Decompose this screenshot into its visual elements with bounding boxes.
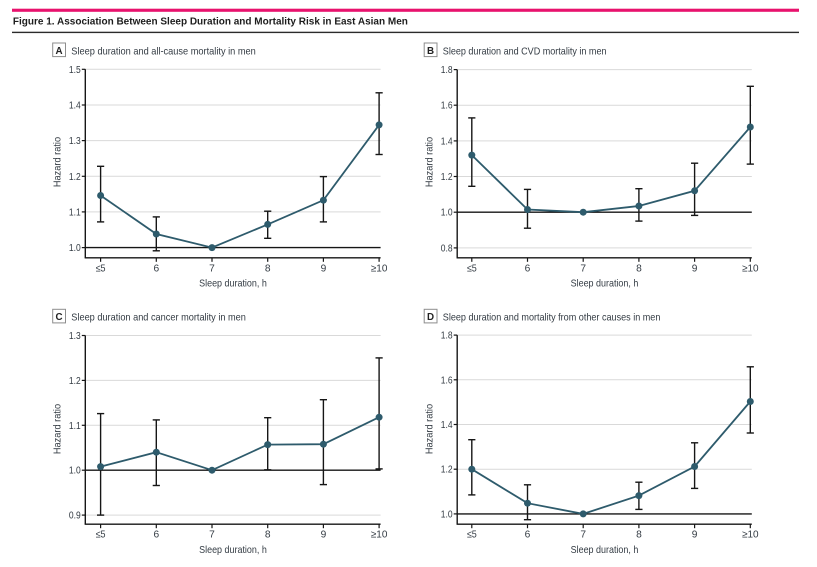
svg-text:9: 9 (692, 264, 698, 275)
svg-text:≥10: ≥10 (371, 264, 388, 275)
svg-text:Sleep duration and CVD mortali: Sleep duration and CVD mortality in men (443, 46, 607, 57)
svg-text:Hazard ratio: Hazard ratio (52, 137, 63, 188)
svg-text:1.4: 1.4 (441, 420, 453, 431)
svg-text:7: 7 (580, 264, 586, 275)
svg-text:B: B (427, 46, 434, 57)
svg-text:6: 6 (525, 530, 531, 541)
svg-text:0.8: 0.8 (441, 243, 453, 254)
svg-text:6: 6 (153, 530, 159, 541)
svg-text:D: D (427, 312, 434, 323)
svg-text:Hazard ratio: Hazard ratio (52, 404, 63, 455)
svg-text:1.8: 1.8 (441, 65, 453, 76)
svg-text:1.2: 1.2 (69, 376, 81, 387)
svg-text:1.3: 1.3 (69, 136, 81, 147)
svg-text:1.0: 1.0 (69, 466, 81, 477)
svg-text:9: 9 (321, 530, 327, 541)
svg-text:Sleep duration and mortality f: Sleep duration and mortality from other … (443, 313, 661, 324)
svg-text:A: A (56, 46, 63, 57)
svg-text:Hazard ratio: Hazard ratio (424, 404, 435, 455)
svg-text:≥10: ≥10 (742, 530, 759, 541)
svg-text:9: 9 (321, 264, 327, 275)
svg-text:1.6: 1.6 (441, 375, 453, 386)
svg-text:Sleep duration and all-cause m: Sleep duration and all-cause mortality i… (71, 46, 256, 57)
svg-text:1.6: 1.6 (441, 101, 453, 112)
svg-text:1.4: 1.4 (69, 101, 81, 112)
svg-text:1.2: 1.2 (441, 465, 453, 476)
svg-text:Sleep duration, h: Sleep duration, h (571, 279, 639, 290)
svg-text:8: 8 (636, 264, 642, 275)
svg-text:Sleep duration and cancer mort: Sleep duration and cancer mortality in m… (71, 313, 246, 324)
svg-text:0.9: 0.9 (69, 511, 81, 522)
svg-text:1.1: 1.1 (69, 421, 81, 432)
svg-text:≤5: ≤5 (467, 530, 477, 541)
svg-text:6: 6 (153, 264, 159, 275)
svg-text:1.4: 1.4 (441, 136, 453, 147)
svg-text:9: 9 (692, 530, 698, 541)
svg-text:≥10: ≥10 (742, 264, 759, 275)
svg-text:1.8: 1.8 (441, 331, 453, 342)
svg-text:≤5: ≤5 (96, 530, 106, 541)
svg-text:1.2: 1.2 (69, 172, 81, 183)
svg-text:8: 8 (265, 264, 271, 275)
svg-text:≤5: ≤5 (96, 264, 106, 275)
svg-text:1.3: 1.3 (69, 331, 81, 342)
svg-text:1.5: 1.5 (69, 65, 81, 76)
svg-text:1.0: 1.0 (441, 509, 453, 520)
svg-text:C: C (56, 312, 63, 323)
svg-text:1.1: 1.1 (69, 207, 81, 218)
svg-text:Sleep duration, h: Sleep duration, h (571, 545, 639, 556)
svg-text:Hazard ratio: Hazard ratio (424, 137, 435, 188)
svg-text:1.2: 1.2 (441, 172, 453, 183)
svg-text:1.0: 1.0 (69, 243, 81, 254)
svg-text:7: 7 (209, 530, 215, 541)
svg-text:7: 7 (209, 264, 215, 275)
svg-text:7: 7 (580, 530, 586, 541)
svg-text:≤5: ≤5 (467, 264, 477, 275)
svg-text:6: 6 (525, 264, 531, 275)
svg-text:≥10: ≥10 (371, 530, 388, 541)
svg-text:1.0: 1.0 (441, 208, 453, 219)
svg-text:Sleep duration, h: Sleep duration, h (199, 545, 267, 556)
svg-text:8: 8 (265, 530, 271, 541)
svg-text:Figure 1. Association Between: Figure 1. Association Between Sleep Dura… (13, 17, 408, 28)
svg-text:Sleep duration, h: Sleep duration, h (199, 279, 267, 290)
svg-text:8: 8 (636, 530, 642, 541)
